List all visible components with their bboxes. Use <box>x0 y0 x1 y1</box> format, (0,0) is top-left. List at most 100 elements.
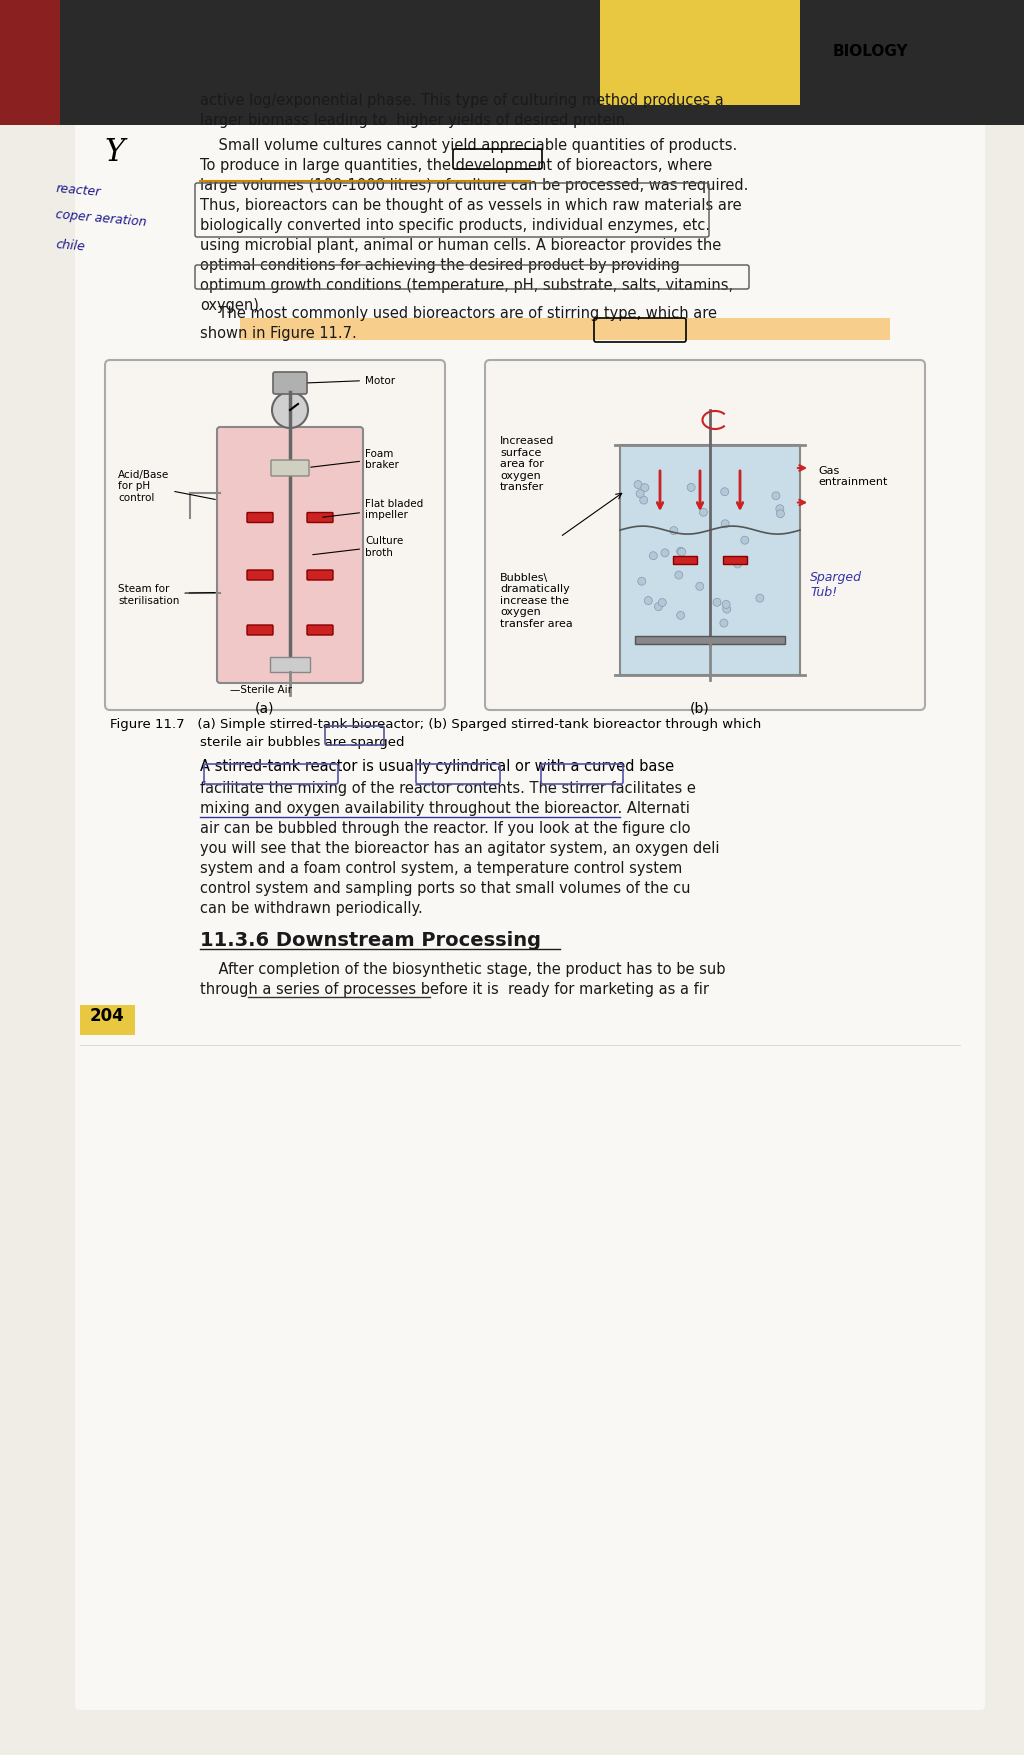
FancyBboxPatch shape <box>307 512 333 523</box>
FancyBboxPatch shape <box>247 570 273 581</box>
Circle shape <box>272 393 308 428</box>
Circle shape <box>677 548 685 556</box>
Text: 204: 204 <box>90 1006 124 1025</box>
Text: through a series of processes before it is  ready for marketing as a fir: through a series of processes before it … <box>200 981 709 997</box>
Circle shape <box>713 598 721 607</box>
Text: air can be bubbled through the reactor. If you look at the figure clo: air can be bubbled through the reactor. … <box>200 821 690 835</box>
Circle shape <box>776 505 783 514</box>
Text: Steam for
sterilisation: Steam for sterilisation <box>118 584 215 605</box>
Circle shape <box>675 572 683 579</box>
Circle shape <box>721 488 729 497</box>
Text: Acid/Base
for pH
control: Acid/Base for pH control <box>118 470 215 502</box>
Circle shape <box>776 511 784 518</box>
Bar <box>240 319 890 340</box>
Text: Culture
broth: Culture broth <box>312 535 403 558</box>
Circle shape <box>677 612 685 620</box>
Circle shape <box>772 493 780 500</box>
Circle shape <box>695 583 703 591</box>
Bar <box>80 1006 135 1035</box>
Text: can be withdrawn periodically.: can be withdrawn periodically. <box>200 900 423 916</box>
Text: coper aeration: coper aeration <box>55 209 147 228</box>
FancyBboxPatch shape <box>271 462 309 477</box>
Text: biologically converted into specific products, individual enzymes, etc.: biologically converted into specific pro… <box>200 218 710 233</box>
FancyBboxPatch shape <box>105 362 445 711</box>
Text: large volumes (100-1000 litres) of culture can be processed, was required.: large volumes (100-1000 litres) of cultu… <box>200 177 749 193</box>
FancyBboxPatch shape <box>273 372 307 395</box>
Text: After completion of the biosynthetic stage, the product has to be sub: After completion of the biosynthetic sta… <box>200 962 725 976</box>
FancyArrowPatch shape <box>252 628 254 632</box>
Text: Small volume cultures cannot yield appreciable quantities of products.: Small volume cultures cannot yield appre… <box>200 139 737 153</box>
Bar <box>635 637 785 644</box>
Text: (a): (a) <box>255 702 274 716</box>
Text: Thus, bioreactors can be thought of as vessels in which raw materials are: Thus, bioreactors can be thought of as v… <box>200 198 741 212</box>
Text: (b): (b) <box>690 702 710 716</box>
Text: you will see that the bioreactor has an agitator system, an oxygen deli: you will see that the bioreactor has an … <box>200 841 720 855</box>
Text: chile: chile <box>55 239 86 254</box>
Text: control system and sampling ports so that small volumes of the cu: control system and sampling ports so tha… <box>200 881 690 895</box>
Circle shape <box>649 553 657 560</box>
Text: 11.3.6 Downstream Processing: 11.3.6 Downstream Processing <box>200 930 541 949</box>
Text: facilitate the mixing of the reactor contents. The stirrer facilitates e: facilitate the mixing of the reactor con… <box>200 781 696 795</box>
FancyBboxPatch shape <box>307 570 333 581</box>
Circle shape <box>756 595 764 602</box>
Text: mixing and oxygen availability throughout the bioreactor. Alternati: mixing and oxygen availability throughou… <box>200 800 690 816</box>
Circle shape <box>699 509 708 518</box>
Circle shape <box>740 537 749 544</box>
Circle shape <box>670 526 678 535</box>
Circle shape <box>660 549 669 558</box>
Circle shape <box>641 484 649 493</box>
Text: active log/exponential phase. This type of culturing method produces a: active log/exponential phase. This type … <box>200 93 724 109</box>
Bar <box>270 658 310 672</box>
Text: Bubbles\
dramatically
increase the
oxygen
transfer area: Bubbles\ dramatically increase the oxyge… <box>500 572 572 628</box>
Circle shape <box>634 481 642 490</box>
Text: —Sterile Air: —Sterile Air <box>230 684 292 695</box>
Circle shape <box>733 560 741 569</box>
FancyBboxPatch shape <box>247 512 273 523</box>
Text: Figure 11.7   (a) Simple stirred-tank bioreactor; (b) Sparged stirred-tank biore: Figure 11.7 (a) Simple stirred-tank bior… <box>110 718 761 730</box>
Text: system and a foam control system, a temperature control system: system and a foam control system, a temp… <box>200 860 682 876</box>
FancyBboxPatch shape <box>485 362 925 711</box>
Text: The most commonly used bioreactors are of stirring type, which are: The most commonly used bioreactors are o… <box>200 305 717 321</box>
Bar <box>673 556 697 565</box>
Text: To produce in large quantities, the development of bioreactors, where: To produce in large quantities, the deve… <box>200 158 713 174</box>
Text: optimum growth conditions (temperature, pH, substrate, salts, vitamins,: optimum growth conditions (temperature, … <box>200 277 733 293</box>
Circle shape <box>687 484 695 491</box>
Circle shape <box>644 597 652 605</box>
Bar <box>0 0 60 126</box>
Circle shape <box>658 598 667 607</box>
Bar <box>0 0 1024 126</box>
FancyArrowPatch shape <box>252 516 254 519</box>
Circle shape <box>640 497 648 505</box>
Text: BIOLOGY: BIOLOGY <box>833 44 908 60</box>
Circle shape <box>723 605 731 614</box>
Circle shape <box>638 577 646 586</box>
Bar <box>620 446 800 676</box>
Text: Gas
entrainment: Gas entrainment <box>818 465 888 486</box>
Circle shape <box>636 490 644 498</box>
Bar <box>600 0 800 105</box>
Text: using microbial plant, animal or human cells. A bioreactor provides the: using microbial plant, animal or human c… <box>200 239 721 253</box>
Circle shape <box>654 604 663 611</box>
FancyBboxPatch shape <box>307 625 333 635</box>
Text: Sparged
Tub!: Sparged Tub! <box>810 570 862 598</box>
Circle shape <box>722 600 730 609</box>
Text: Foam
braker: Foam braker <box>310 449 399 470</box>
Text: oxygen).: oxygen). <box>200 298 263 312</box>
Text: Flat bladed
impeller: Flat bladed impeller <box>323 498 423 519</box>
FancyBboxPatch shape <box>217 428 362 684</box>
Text: sterile air bubbles are sparged: sterile air bubbles are sparged <box>200 735 404 749</box>
FancyArrowPatch shape <box>252 574 254 577</box>
Text: Motor: Motor <box>308 376 395 386</box>
Text: A stirred-tank reactor is usually cylindrical or with a curved base: A stirred-tank reactor is usually cylind… <box>200 758 674 774</box>
Text: Increased
surface
area for
oxygen
transfer: Increased surface area for oxygen transf… <box>500 435 554 491</box>
Text: larger biomass leading to  higher yields of desired protein.: larger biomass leading to higher yields … <box>200 112 630 128</box>
Circle shape <box>721 521 729 528</box>
Text: shown in Figure 11.7.: shown in Figure 11.7. <box>200 326 356 340</box>
Text: optimal conditions for achieving the desired product by providing: optimal conditions for achieving the des… <box>200 258 680 272</box>
Text: reacter: reacter <box>55 183 101 198</box>
Circle shape <box>720 620 728 628</box>
FancyBboxPatch shape <box>247 625 273 635</box>
Bar <box>723 556 746 565</box>
Circle shape <box>678 549 686 556</box>
FancyBboxPatch shape <box>75 21 985 1709</box>
